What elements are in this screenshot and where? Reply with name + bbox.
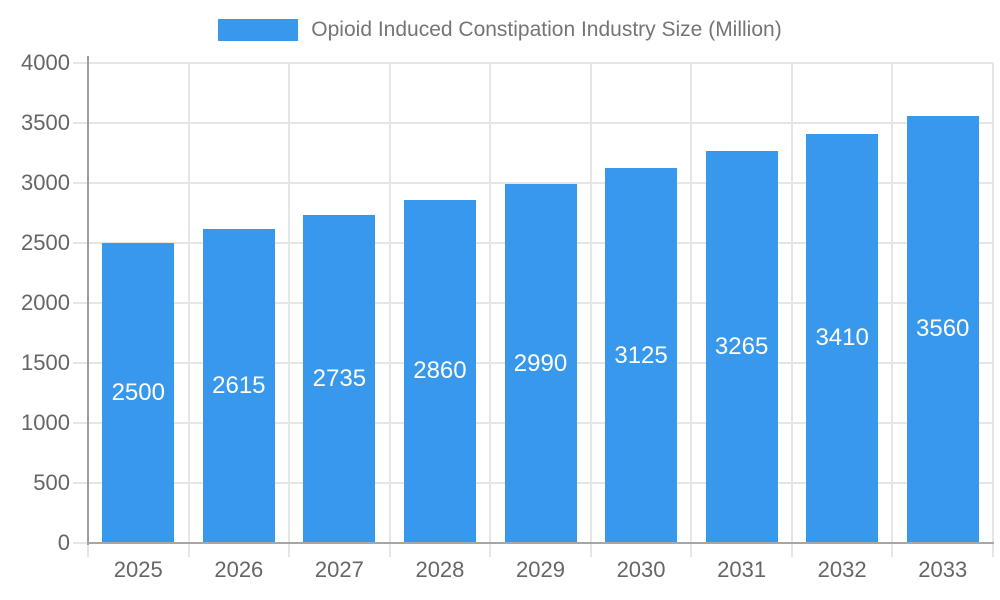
x-gridline	[690, 63, 693, 543]
y-axis-tick-label: 3500	[21, 110, 70, 135]
bar-2033[interactable]	[906, 115, 979, 542]
x-tick-mark	[790, 543, 793, 557]
y-axis-tick-label: 3000	[21, 170, 70, 195]
y-tick-mark	[73, 122, 88, 124]
x-gridline	[790, 63, 793, 543]
bar-value-label: 2735	[312, 364, 367, 392]
y-gridline	[88, 182, 993, 184]
bar-value-label: 3560	[916, 315, 970, 343]
x-tick-mark	[891, 543, 894, 557]
x-axis-label: 2033	[918, 557, 968, 582]
plot-area: 0 500 1000 1500 2000 2500 3000 3500 4000 2500 2025…	[21, 50, 994, 582]
x-tick-mark	[690, 543, 693, 557]
x-axis-label: 2027	[314, 557, 364, 582]
x-gridline	[187, 63, 190, 543]
y-axis-tick-label: 2500	[21, 230, 70, 255]
y-tick-mark	[73, 482, 88, 484]
legend: Opioid Induced Constipation Industry Siz…	[0, 18, 1000, 42]
legend-swatch	[218, 19, 299, 41]
bar-2025[interactable]	[102, 243, 175, 542]
y-tick-mark	[73, 242, 88, 244]
x-gridline	[288, 63, 291, 543]
x-tick-mark	[489, 543, 492, 557]
x-axis-label: 2025	[113, 557, 163, 582]
x-axis-label: 2029	[516, 557, 565, 582]
y-gridline	[88, 62, 993, 64]
y-tick-mark	[73, 62, 88, 64]
y-axis-tick-label: 2000	[21, 290, 70, 315]
x-axis-label: 2030	[616, 557, 666, 582]
bar-value-label: 2500	[111, 379, 165, 406]
x-axis-label: 2028	[415, 557, 465, 582]
x-tick-mark	[187, 543, 190, 557]
y-axis-tick-label: 500	[33, 470, 70, 495]
x-gridline	[891, 63, 894, 543]
y-axis-tick-label: 4000	[21, 50, 70, 75]
bar-value-label: 3125	[614, 341, 668, 369]
y-tick-mark	[73, 362, 88, 364]
y-tick-mark	[73, 422, 88, 424]
x-axis-label: 2031	[717, 557, 767, 582]
x-tick-mark	[87, 543, 89, 557]
x-gridline	[992, 63, 994, 543]
y-tick-mark	[73, 542, 88, 544]
bar-2027[interactable]	[303, 214, 376, 542]
y-axis-tick-label: 1500	[21, 350, 70, 375]
y-tick-mark	[73, 302, 88, 304]
bar-2032[interactable]	[806, 133, 879, 542]
x-tick-mark	[992, 543, 994, 557]
legend-label: Opioid Induced Constipation Industry Siz…	[311, 18, 782, 41]
x-tick-mark	[589, 543, 592, 557]
x-tick-mark	[388, 543, 391, 557]
bar-value-label: 3410	[815, 324, 869, 352]
x-axis-label: 2032	[817, 557, 867, 582]
y-axis-tick-label: 1000	[21, 410, 70, 435]
bar-2030[interactable]	[605, 168, 678, 542]
x-tick-mark	[288, 543, 291, 557]
y-axis-tick-label: 0	[57, 530, 70, 555]
x-gridline	[388, 63, 391, 543]
bar-value-label: 2615	[212, 372, 266, 400]
bar-value-label: 3265	[714, 333, 769, 361]
bar-value-label: 2990	[513, 349, 568, 377]
bar-2031[interactable]	[705, 151, 778, 542]
y-gridline	[88, 122, 993, 124]
bar-value-label: 2860	[413, 357, 467, 385]
bar-2029[interactable]	[504, 184, 577, 542]
bar-2026[interactable]	[202, 229, 275, 542]
x-gridline	[589, 63, 592, 543]
x-axis-label: 2026	[214, 557, 264, 582]
x-gridline	[489, 63, 492, 543]
y-axis-line	[87, 56, 89, 545]
x-axis-line	[87, 542, 994, 544]
bar-2028[interactable]	[403, 199, 476, 542]
y-tick-mark	[73, 182, 88, 184]
